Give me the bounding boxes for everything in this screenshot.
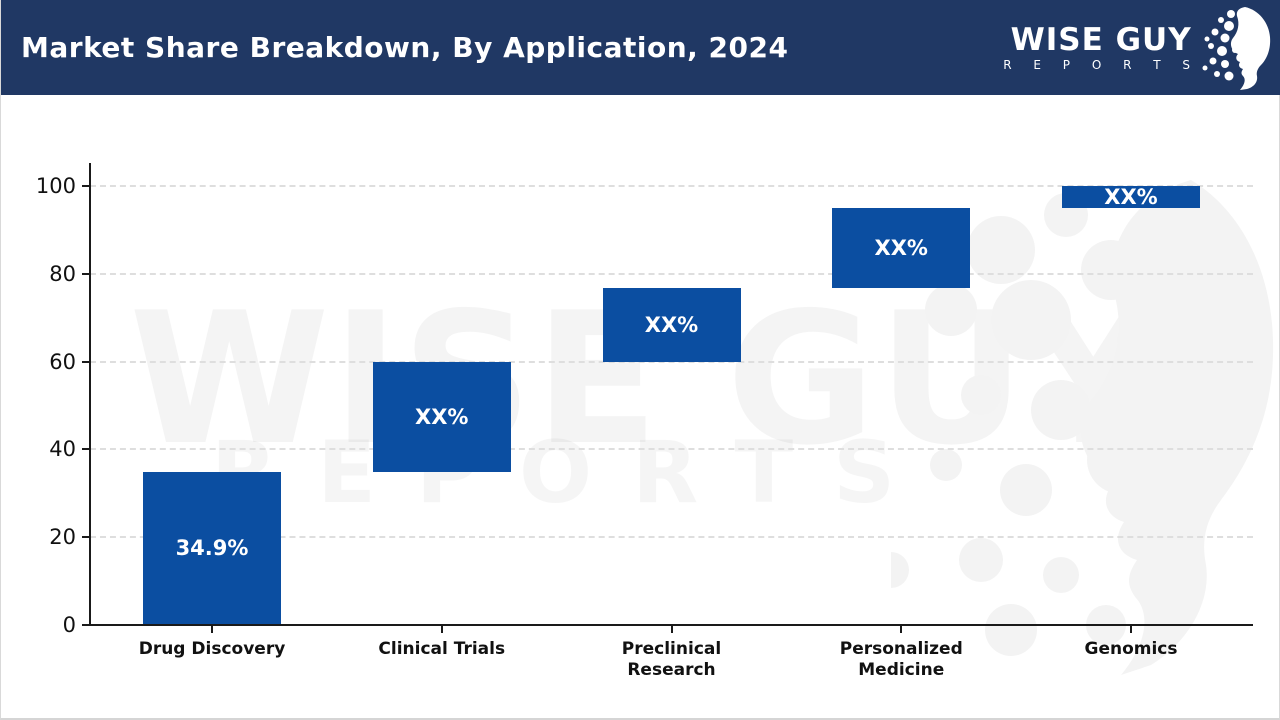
x-axis xyxy=(89,624,1253,626)
brand-subtitle: R E P O R T S xyxy=(1003,58,1199,73)
y-tick-label: 40 xyxy=(49,437,76,462)
y-axis xyxy=(89,163,91,626)
y-tick-label: 80 xyxy=(49,261,76,286)
bar: XX% xyxy=(372,361,511,472)
y-axis-tick xyxy=(82,272,89,275)
x-axis-tick xyxy=(440,626,443,633)
bar-value-label: 34.9% xyxy=(175,536,249,561)
watermark-face-icon xyxy=(891,180,1274,675)
bar: 34.9% xyxy=(143,471,281,625)
y-tick-label: 100 xyxy=(35,174,76,198)
y-axis-tick xyxy=(82,448,89,451)
bar: XX% xyxy=(1062,184,1200,209)
x-axis-tick xyxy=(211,626,213,633)
category-label: Clinical Trials xyxy=(378,639,506,659)
bar: XX% xyxy=(602,288,741,362)
face-logo-icon xyxy=(1202,7,1271,90)
header: Market Share Breakdown, By Application, … xyxy=(1,0,1280,95)
gridline xyxy=(90,448,1253,451)
y-axis-tick xyxy=(82,360,89,363)
bar-value-label: XX% xyxy=(1104,184,1158,209)
bar: XX% xyxy=(832,207,971,289)
category-label: Genomics xyxy=(1084,639,1178,659)
brand-wordmark: WISE GUY R E P O R T S xyxy=(1003,24,1199,73)
x-axis-tick xyxy=(670,626,673,633)
y-axis-tick xyxy=(82,185,89,187)
category-label: Personalized Medicine xyxy=(839,639,963,680)
gridline xyxy=(90,536,1253,539)
page-title: Market Share Breakdown, By Application, … xyxy=(21,31,789,64)
gridline xyxy=(90,185,1253,187)
y-axis-tick xyxy=(82,624,89,626)
brand-logo: WISE GUY R E P O R T S xyxy=(1003,6,1273,90)
category-label: Drug Discovery xyxy=(138,639,286,659)
y-tick-label: 20 xyxy=(49,525,76,550)
bar-value-label: XX% xyxy=(644,312,699,337)
category-label: Preclinical Research xyxy=(621,639,722,680)
x-axis-tick xyxy=(1130,626,1132,633)
bar-value-label: XX% xyxy=(415,404,469,429)
gridline xyxy=(90,360,1253,363)
y-tick-label: 0 xyxy=(62,613,76,637)
y-tick-label: 60 xyxy=(49,349,76,374)
x-axis-tick xyxy=(900,626,903,633)
gridline xyxy=(90,272,1253,275)
bar-value-label: XX% xyxy=(874,236,928,261)
y-axis-tick xyxy=(82,536,89,539)
brand-name: WISE GUY xyxy=(1010,21,1192,58)
